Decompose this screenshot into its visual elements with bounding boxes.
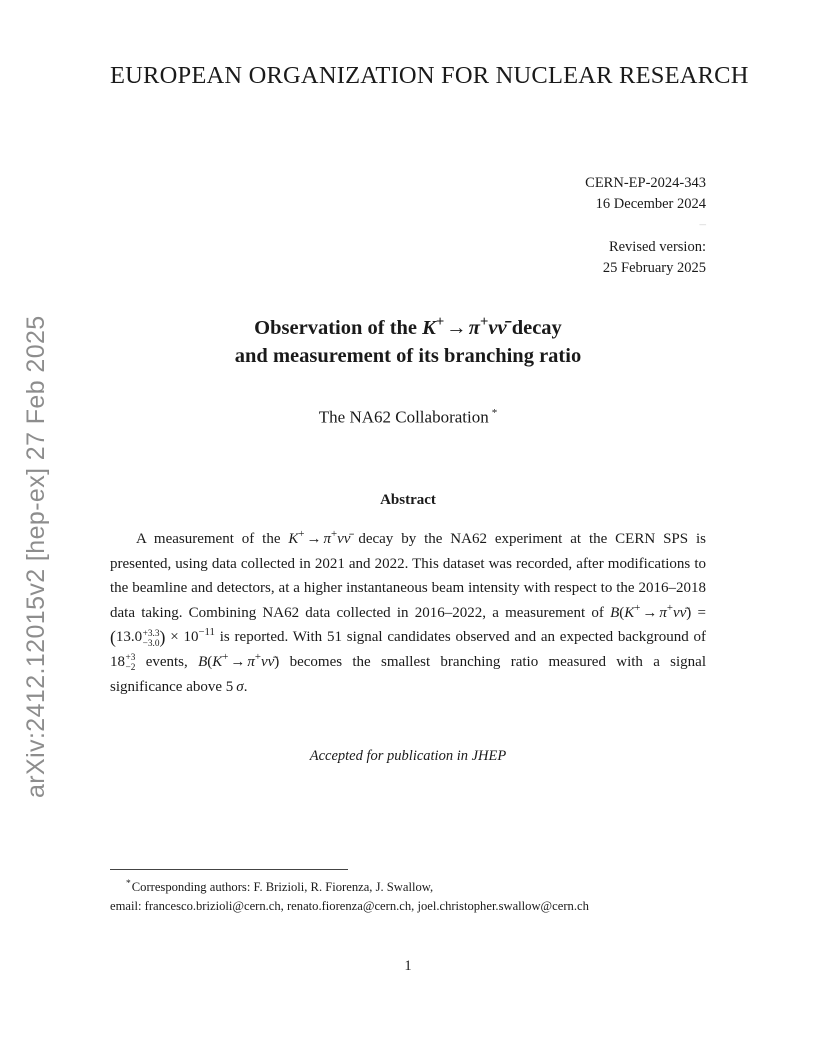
- background-uncertainty-down: −2: [125, 663, 136, 674]
- title-kaon-charge: +: [435, 314, 445, 331]
- title-line-1: Observation of the K+→π+νν̄ decay: [110, 315, 706, 342]
- br2-kaon-symbol: K: [212, 654, 223, 671]
- footnote-marker: *: [126, 879, 131, 889]
- br-open-paren: (: [110, 627, 116, 648]
- abstract-kaon-symbol: K: [288, 531, 299, 547]
- abstract-segment-3: is reported. With 51 signal candidates o…: [214, 629, 706, 646]
- br-pion-symbol: π: [659, 604, 667, 621]
- br-kaon-charge: +: [634, 601, 641, 614]
- abstract-heading: Abstract: [380, 492, 436, 508]
- footnote-authors-text: Corresponding authors: F. Brizioli, R. F…: [131, 880, 434, 895]
- background-uncertainty: +3 −2: [125, 653, 136, 674]
- abstract-segment-6: .: [243, 678, 248, 695]
- footnote-block: *Corresponding authors: F. Brizioli, R. …: [110, 869, 706, 916]
- br2-neutrino-symbol: ν: [260, 654, 268, 671]
- title-kaon-symbol: K: [422, 317, 436, 339]
- page-content: EUROPEAN ORGANIZATION FOR NUCLEAR RESEAR…: [110, 0, 749, 1056]
- abstract-neutrino-symbol: ν: [337, 531, 344, 547]
- br-equals: =: [691, 604, 706, 621]
- title-arrow-icon: →: [446, 317, 467, 339]
- arxiv-stamp-text: arXiv:2412.12015v2 [hep-ex] 27 Feb 2025: [21, 315, 50, 798]
- page-title: Observation of the K+→π+νν̄ decay and me…: [110, 315, 706, 370]
- report-number: CERN-EP-2024-343: [585, 175, 706, 191]
- title-line1-prefix: Observation of the: [254, 317, 423, 339]
- br-neutrino-symbol: ν: [672, 604, 680, 621]
- collaboration-name: The NA62 Collaboration: [318, 407, 489, 427]
- br-symbol-2: B: [198, 654, 208, 671]
- abstract-segment-4: events,: [135, 654, 199, 671]
- br2-pion-symbol: π: [247, 654, 255, 671]
- arxiv-stamp: arXiv:2412.12015v2 [hep-ex] 27 Feb 2025: [0, 0, 72, 1056]
- br-uncertainty-up: +3.3: [142, 628, 160, 639]
- footnote-corresponding-authors: *Corresponding authors: F. Brizioli, R. …: [110, 875, 706, 897]
- title-pion-charge: +: [479, 314, 489, 331]
- br-times-ten: × 10: [165, 629, 199, 646]
- revised-version-date: 25 February 2025: [602, 260, 706, 276]
- revised-version-label: Revised version:: [608, 239, 706, 255]
- abstract-pion-charge: +: [331, 528, 338, 540]
- page-number: 1: [404, 958, 412, 974]
- br-close-paren: ): [159, 627, 166, 648]
- br-antineutrino-symbol: ν̄: [679, 604, 687, 621]
- br-exponent: −11: [198, 626, 215, 639]
- br-pion-charge: +: [666, 601, 673, 614]
- title-neutrino-symbol: ν: [488, 317, 498, 339]
- title-line1-suffix: decay: [506, 317, 562, 339]
- title-antineutrino-symbol: ν̄: [497, 317, 507, 339]
- background-uncertainty-up: +3: [125, 653, 136, 664]
- publication-note: Accepted for publication in JHEP: [309, 748, 507, 764]
- abstract-segment-5: becomes the smallest branching ratio mea…: [110, 654, 706, 695]
- abstract-segment-1: A measurement of the: [136, 531, 289, 547]
- organization-heading: EUROPEAN ORGANIZATION FOR NUCLEAR RESEAR…: [110, 62, 749, 89]
- abstract-kaon-charge: +: [298, 528, 305, 540]
- footnote-emails: email: francesco.brizioli@cern.ch, renat…: [110, 899, 589, 914]
- abstract-text: A measurement of the K+ → π+νν̄ decay by t…: [110, 528, 706, 695]
- report-separator: –: [699, 216, 707, 231]
- abstract-segment-2: decay by the NA62 experiment at the CERN…: [110, 531, 706, 621]
- author-footnote-marker: *: [491, 407, 498, 419]
- br-uncertainty: +3.3 −3.0: [142, 628, 160, 650]
- br2-antineutrino-symbol: ν̄: [267, 654, 275, 671]
- title-line-2: and measurement of its branching ratio: [234, 345, 582, 367]
- br2-kaon-charge: +: [222, 651, 229, 664]
- sigma-symbol: σ: [236, 678, 244, 695]
- branching-ratio-symbol: B: [610, 604, 620, 621]
- footnote-rule: [110, 869, 348, 870]
- abstract-pion-symbol: π: [323, 531, 331, 547]
- abstract-antineutrino-symbol: ν̄: [343, 531, 351, 547]
- br-central-value: 13.0: [115, 629, 143, 646]
- br2-pion-charge: +: [254, 651, 261, 664]
- br-kaon-symbol: K: [624, 604, 635, 621]
- background-value: 18: [110, 654, 125, 671]
- title-pion-symbol: π: [468, 317, 480, 339]
- br2-arrow-icon: →: [230, 654, 246, 671]
- abstract-arrow-icon: →: [306, 531, 322, 547]
- report-info-block: CERN-EP-2024-343 16 December 2024 – Revi…: [585, 173, 706, 279]
- author-line: The NA62 Collaboration *: [110, 407, 706, 428]
- br-uncertainty-down: −3.0: [142, 638, 160, 649]
- br-arrow-icon: →: [642, 604, 658, 621]
- report-date: 16 December 2024: [595, 196, 706, 212]
